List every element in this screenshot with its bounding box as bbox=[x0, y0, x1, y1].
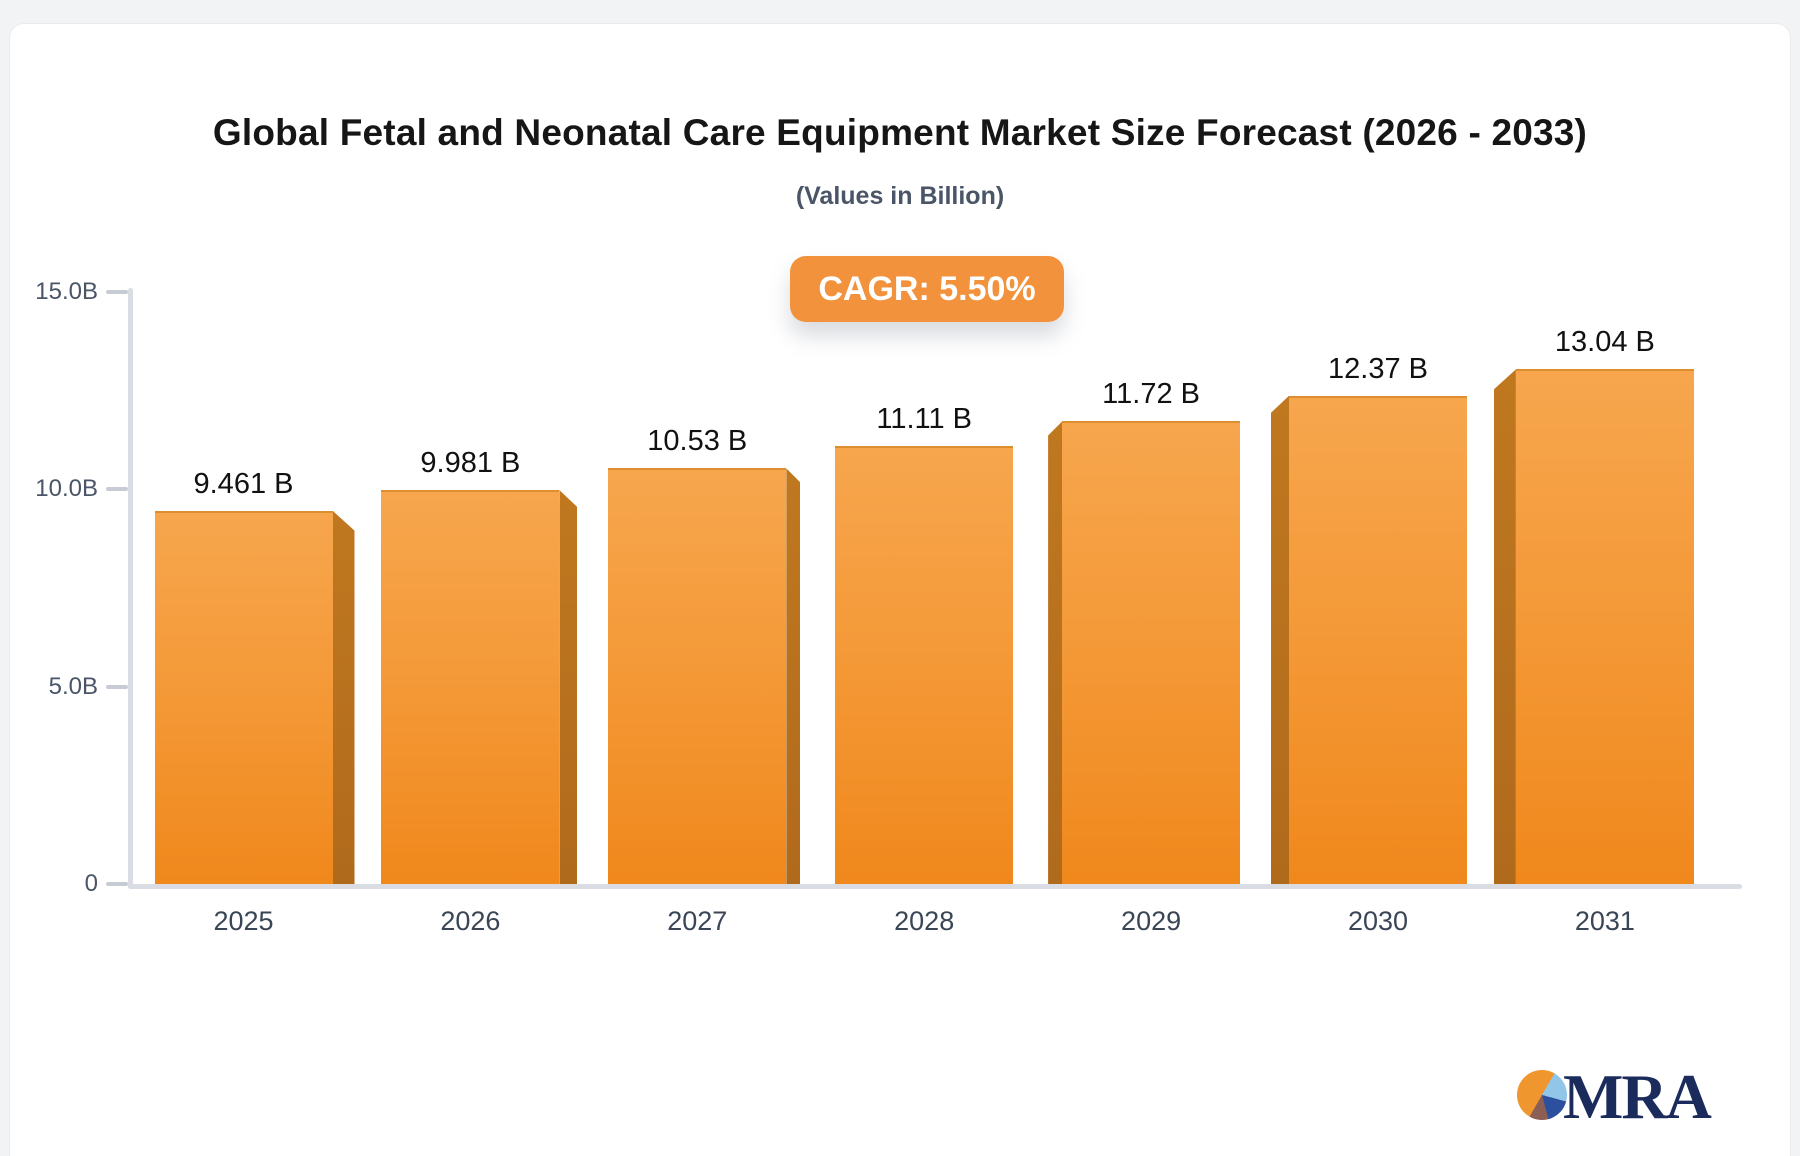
x-axis-label-2031: 2031 bbox=[1574, 906, 1635, 936]
bar-chart: 15.0B 10.0B 5.0B 0 9.461 B 9.981 B 10.53 B 11.… bbox=[10, 24, 1790, 1156]
chart-title: Global Fetal and Neonatal Care Equipment… bbox=[212, 112, 1588, 153]
y-tick-label: 0 bbox=[84, 870, 98, 897]
bar-face bbox=[835, 445, 1014, 884]
bar-value-label: 9.981 B bbox=[420, 447, 521, 480]
y-tick-label: 15.0B bbox=[35, 277, 98, 305]
bar-value-label: 12.37 B bbox=[1328, 352, 1428, 385]
bar-2031[interactable] bbox=[1493, 369, 1694, 884]
y-tick-label: 5.0B bbox=[48, 672, 98, 700]
y-axis-line bbox=[128, 288, 133, 889]
y-tick-label: 10.0B bbox=[35, 475, 98, 503]
x-axis-label-2025: 2025 bbox=[213, 906, 274, 936]
x-axis-label-2029: 2029 bbox=[1121, 906, 1182, 936]
bar-side-bevel bbox=[1493, 369, 1516, 884]
bar-face bbox=[381, 490, 560, 884]
bar-face bbox=[1062, 421, 1241, 884]
bar-side-bevel bbox=[1271, 395, 1289, 884]
cagr-badge: CAGR: 5.50% bbox=[790, 256, 1064, 322]
bar-value-label: 11.72 B bbox=[1102, 378, 1200, 411]
y-tick-mark bbox=[106, 882, 128, 886]
x-axis-label-2026: 2026 bbox=[440, 906, 501, 936]
y-tick-mark bbox=[106, 487, 128, 492]
bar-side-bevel bbox=[332, 510, 355, 884]
y-tick-mark bbox=[106, 289, 128, 294]
bar-2026[interactable] bbox=[381, 490, 578, 884]
bar-side-bevel bbox=[786, 468, 801, 884]
bar-face bbox=[1289, 395, 1467, 884]
bar-face bbox=[1515, 369, 1694, 884]
bar-side-bevel bbox=[1048, 421, 1063, 884]
bar-2028[interactable] bbox=[835, 445, 1014, 884]
bar-value-label: 9.461 B bbox=[193, 467, 294, 500]
x-axis-label-2027: 2027 bbox=[667, 906, 728, 936]
bar-2029[interactable] bbox=[1048, 421, 1241, 884]
bar-value-label: 11.11 B bbox=[876, 402, 973, 435]
bar-2030[interactable] bbox=[1271, 395, 1467, 884]
x-axis-label-2030: 2030 bbox=[1347, 906, 1409, 936]
chart-card: Global Fetal and Neonatal Care Equipment… bbox=[10, 24, 1790, 1156]
bar-value-label: 13.04 B bbox=[1554, 326, 1655, 359]
logo-brand-text: MRA bbox=[1563, 1061, 1712, 1132]
bar-face bbox=[154, 510, 333, 884]
bar-face bbox=[608, 468, 787, 884]
bar-2027[interactable] bbox=[608, 468, 801, 884]
chart-subtitle: (Values in Billion) bbox=[795, 182, 1005, 210]
mra-logo: MRA bbox=[1507, 1046, 1747, 1136]
y-tick-mark bbox=[106, 684, 128, 689]
bar-2025[interactable] bbox=[154, 510, 355, 884]
x-axis-line bbox=[128, 884, 1742, 889]
pie-chart-icon bbox=[1517, 1070, 1567, 1120]
bar-value-label: 10.53 B bbox=[647, 425, 748, 458]
x-axis-label-2028: 2028 bbox=[894, 906, 955, 936]
bar-side-bevel bbox=[559, 490, 578, 884]
